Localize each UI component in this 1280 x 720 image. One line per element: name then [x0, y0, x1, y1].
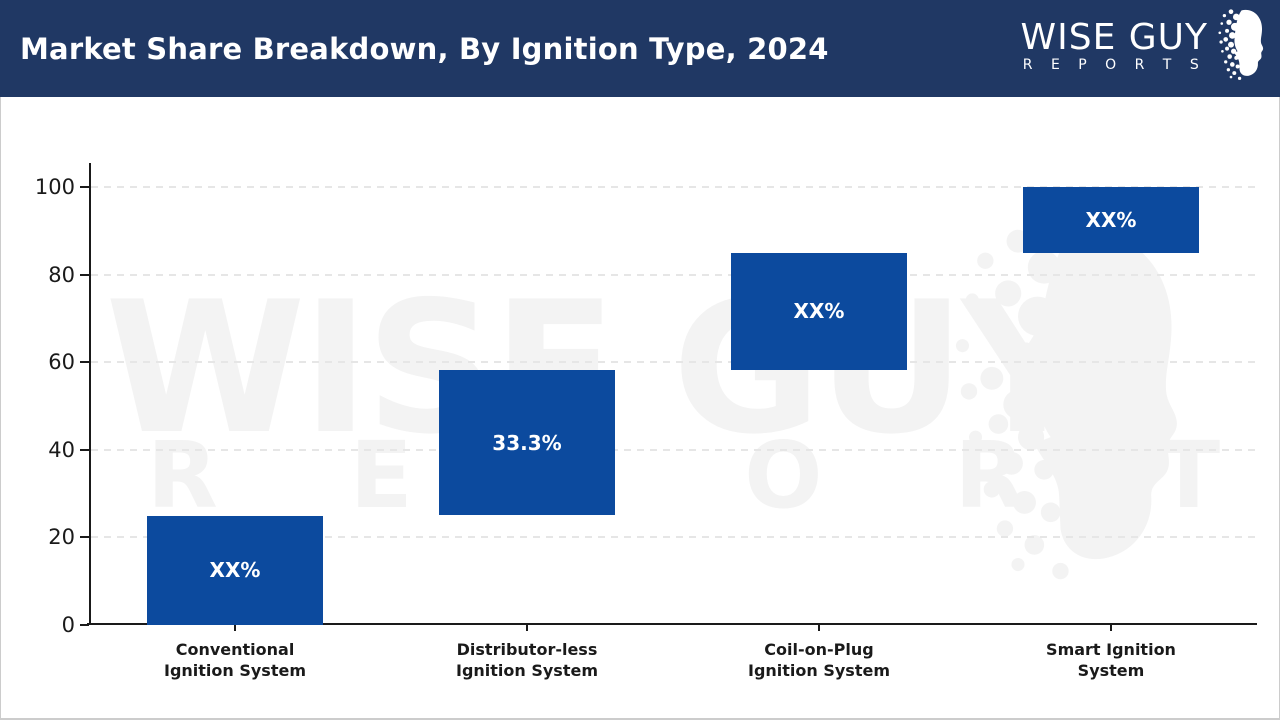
y-tick-label: 0 [61, 613, 75, 637]
x-tick-mark [526, 625, 528, 631]
category-label-line: Coil-on-Plug [764, 640, 874, 659]
category-label-line: Ignition System [747, 661, 890, 680]
bar: XX% [731, 252, 907, 370]
category-label-line: System [1077, 661, 1145, 680]
category-label-line: Conventional [175, 640, 295, 659]
brand-wordmark-block: WISE GUY R E P O R T S [1020, 16, 1209, 74]
category-label-line: Ignition System [455, 661, 598, 680]
page-title: Market Share Breakdown, By Ignition Type… [20, 31, 829, 66]
y-tick-mark [80, 448, 89, 451]
y-tick-label: 20 [48, 525, 75, 550]
y-axis-line [89, 163, 91, 625]
bar-value-label: XX% [1085, 207, 1137, 232]
chart-area: WISE GUY R E P O R T S 020406080100XX%Co… [0, 97, 1280, 720]
category-label: Conventional Ignition System [115, 639, 355, 681]
brand-logo: WISE GUY R E P O R T S [1021, 6, 1265, 86]
x-tick-mark [1110, 625, 1112, 631]
y-tick-label: 80 [48, 262, 75, 287]
category-label: Coil-on-Plug Ignition System [699, 639, 939, 681]
y-tick-mark [80, 186, 89, 188]
gridline [91, 361, 1255, 364]
x-axis-line [87, 623, 1257, 625]
bar-value-label: XX% [793, 299, 845, 324]
gridline [91, 186, 1255, 188]
bar: XX% [1023, 187, 1199, 253]
bar: 33.3% [439, 369, 615, 516]
category-label-line: Smart Ignition [1046, 640, 1176, 659]
bar-value-label: XX% [209, 558, 261, 583]
brand-wordmark: WISE GUY [1020, 16, 1208, 58]
bar: XX% [147, 515, 323, 625]
gridline [91, 273, 1255, 276]
x-tick-mark [234, 625, 236, 631]
y-tick-label: 60 [48, 350, 75, 375]
y-tick-mark [80, 273, 89, 276]
y-tick-label: 40 [48, 437, 75, 462]
y-tick-mark [80, 536, 89, 539]
y-tick-mark [80, 624, 89, 626]
plot-region: 0 20 40 60 80 100 XX% Conventional Ignition Syst… [35, 155, 1257, 680]
bar-value-label: 33.3% [492, 430, 562, 455]
header-bar: Market Share Breakdown, By Ignition Type… [0, 0, 1280, 97]
category-label-line: Ignition System [163, 661, 306, 680]
brand-reports-label: R E P O R T S [1022, 57, 1206, 74]
gridline [91, 536, 1255, 539]
y-tick-label: 100 [34, 175, 75, 199]
category-label: Smart Ignition System [991, 639, 1231, 681]
x-tick-mark [818, 625, 820, 631]
y-tick-mark [80, 361, 89, 364]
category-label: Distributor-less Ignition System [407, 639, 647, 681]
category-label-line: Distributor-less [456, 640, 598, 659]
gridline [91, 448, 1255, 451]
dot-face-logo-icon [1218, 9, 1264, 80]
